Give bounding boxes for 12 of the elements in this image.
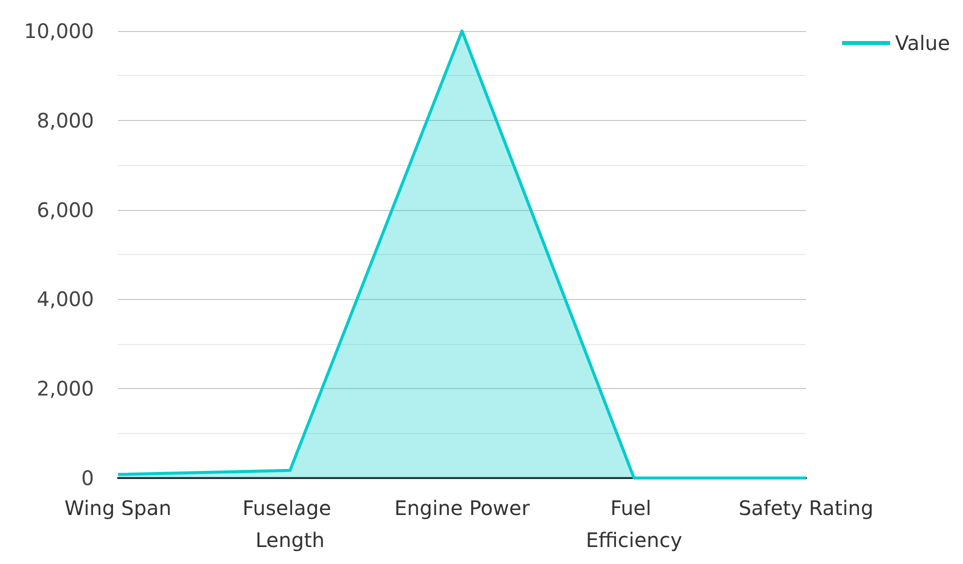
y-tick-label: 0 [81,466,94,490]
legend-label: Value [895,31,950,55]
y-tick-label: 2,000 [36,376,94,401]
x-tick-label: Fuel Efficiency [586,496,682,552]
x-tick-label: Engine Power [394,496,530,520]
y-tick-label: 4,000 [36,287,94,312]
x-tick-label: Fuselage Length [242,496,338,552]
x-tick-label: Wing Span [64,496,172,520]
y-tick-label: 6,000 [36,198,94,222]
x-tick-label: Safety Rating [738,496,874,520]
y-tick-label: 10,000 [24,19,94,43]
y-tick-label: 8,000 [36,108,94,132]
